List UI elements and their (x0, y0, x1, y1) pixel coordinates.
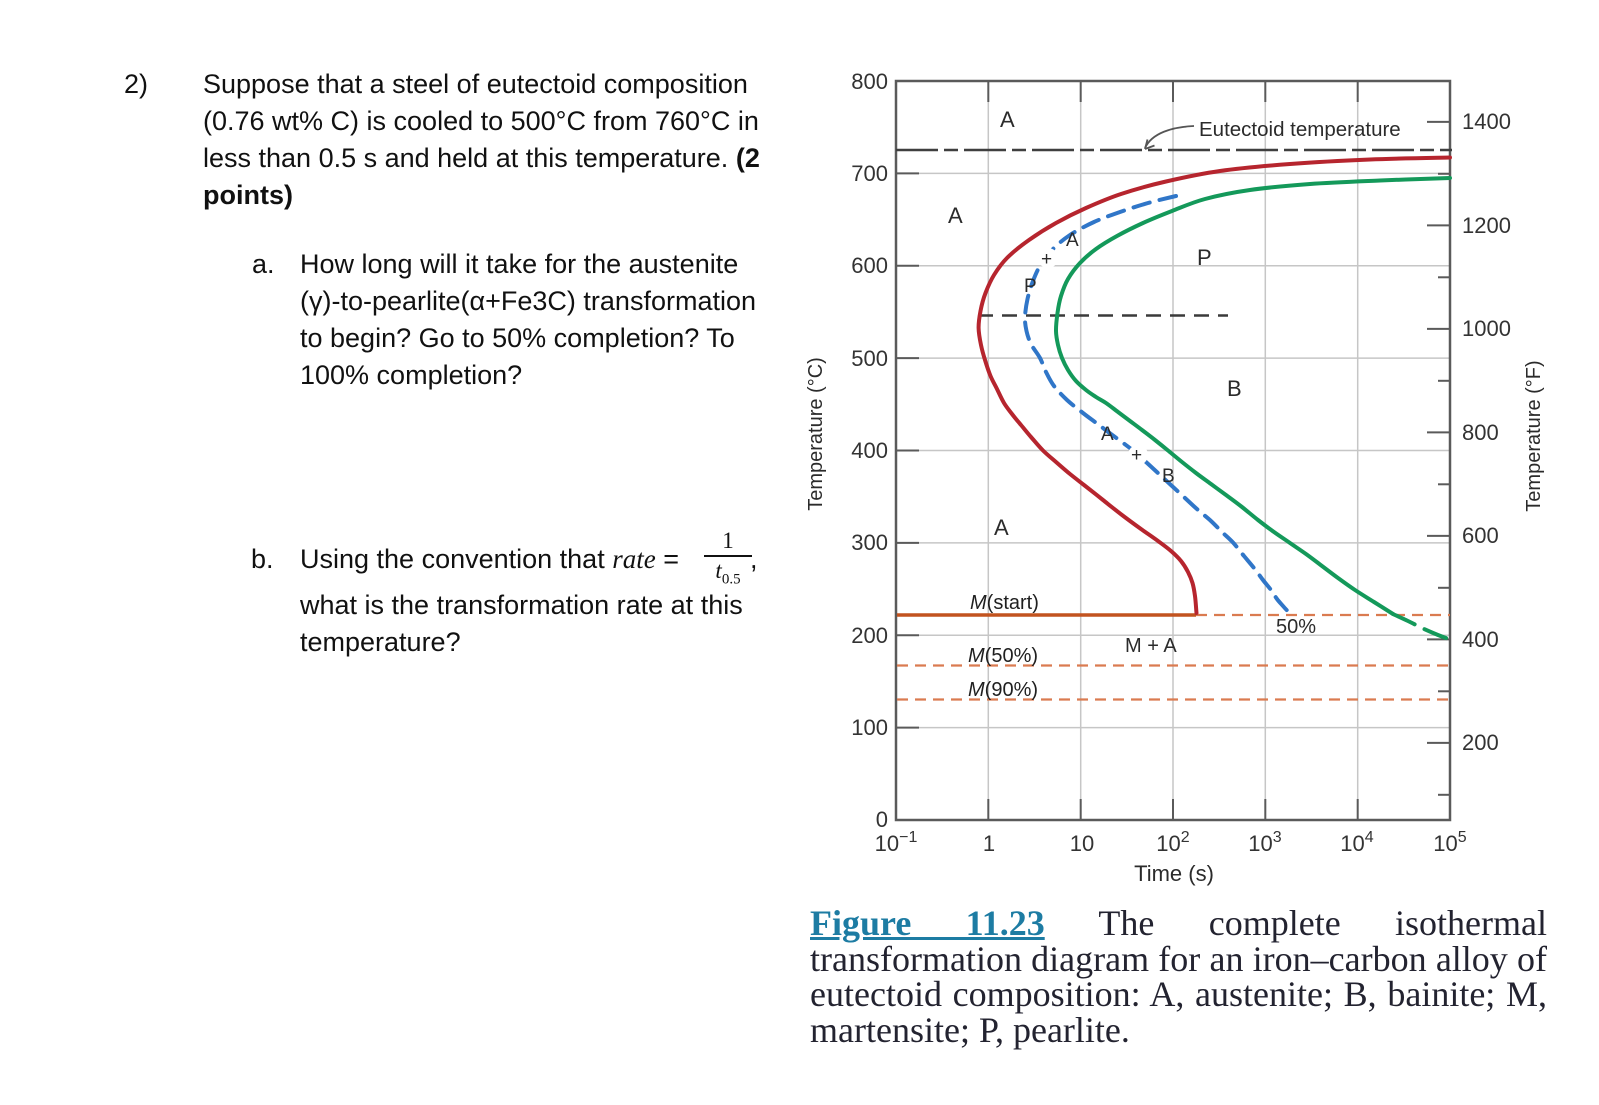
svg-text:400: 400 (851, 438, 888, 463)
svg-text:50%: 50% (1276, 616, 1316, 638)
svg-text:105: 105 (1433, 829, 1466, 856)
svg-text:P: P (1024, 276, 1037, 297)
svg-text:B: B (1162, 466, 1175, 487)
svg-text:1400: 1400 (1462, 109, 1511, 134)
svg-text:M(50%): M(50%) (968, 645, 1038, 667)
svg-text:A: A (948, 203, 963, 228)
svg-text:Time (s): Time (s) (1134, 861, 1214, 886)
svg-text:Temperature (°C): Temperature (°C) (805, 357, 827, 511)
svg-text:P: P (1197, 245, 1212, 270)
svg-text:0: 0 (876, 807, 888, 832)
svg-text:M + A: M + A (1125, 635, 1177, 657)
svg-text:A: A (994, 515, 1009, 540)
svg-text:400: 400 (1462, 627, 1499, 652)
svg-text:1200: 1200 (1462, 213, 1511, 238)
svg-text:800: 800 (1462, 420, 1499, 445)
svg-text:103: 103 (1248, 829, 1281, 856)
svg-text:A: A (1000, 107, 1015, 132)
svg-text:M(start): M(start) (970, 592, 1039, 614)
svg-text:800: 800 (851, 69, 888, 94)
svg-text:600: 600 (851, 253, 888, 278)
svg-text:500: 500 (851, 346, 888, 371)
svg-text:A: A (1066, 230, 1079, 251)
svg-text:1000: 1000 (1462, 316, 1511, 341)
svg-text:700: 700 (851, 161, 888, 186)
svg-text:600: 600 (1462, 523, 1499, 548)
svg-text:M(90%): M(90%) (968, 679, 1038, 701)
svg-text:+: + (1131, 445, 1142, 466)
svg-text:100: 100 (851, 715, 888, 740)
svg-text:+: + (1041, 249, 1052, 270)
svg-text:102: 102 (1156, 829, 1189, 856)
svg-text:B: B (1227, 376, 1242, 401)
svg-text:A: A (1101, 424, 1114, 445)
svg-text:10: 10 (1070, 831, 1094, 856)
svg-text:300: 300 (851, 530, 888, 555)
svg-text:Eutectoid temperature: Eutectoid temperature (1199, 118, 1401, 141)
svg-text:200: 200 (1462, 730, 1499, 755)
svg-text:Temperature (°F): Temperature (°F) (1523, 360, 1545, 511)
svg-text:104: 104 (1340, 829, 1373, 856)
svg-text:200: 200 (851, 623, 888, 648)
svg-text:1: 1 (983, 831, 995, 856)
svg-text:10−1: 10−1 (875, 829, 918, 856)
